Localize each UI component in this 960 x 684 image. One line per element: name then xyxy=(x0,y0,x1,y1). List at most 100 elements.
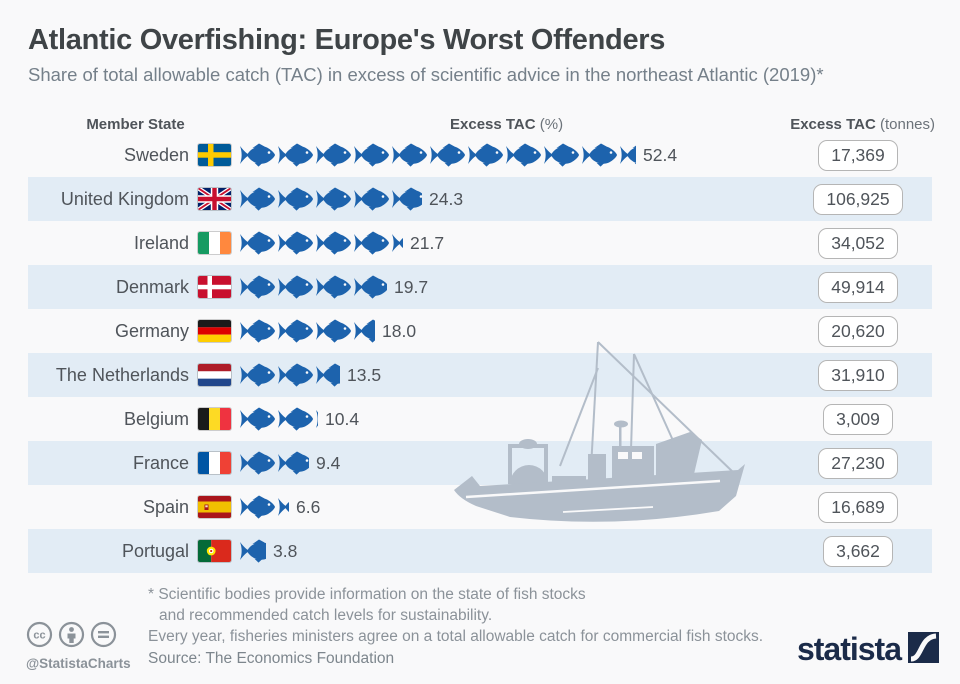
fish-icon xyxy=(239,231,275,255)
chart-rows: Sweden 52.4 17,369 United Kingdom 24.3 1… xyxy=(28,133,932,573)
country-label: France xyxy=(132,452,189,473)
fish-icon-partial xyxy=(277,451,309,475)
fish-bar: 13.5 xyxy=(239,353,798,397)
table-row: Portugal 3.8 3,662 xyxy=(28,529,932,573)
fish-icon xyxy=(315,319,351,343)
excess-tac-tonnes-value: 16,689 xyxy=(818,491,898,523)
flag-germany-icon xyxy=(198,320,231,342)
table-row: Germany 18.0 20,620 xyxy=(28,309,932,353)
tonnes-cell: 31,910 xyxy=(818,359,898,391)
excess-tac-pct-value: 3.8 xyxy=(273,540,298,561)
page-subtitle: Share of total allowable catch (TAC) in … xyxy=(28,64,824,85)
excess-tac-tonnes-value: 20,620 xyxy=(818,315,898,347)
tonnes-cell: 49,914 xyxy=(818,271,898,303)
header-member-state: Member State xyxy=(86,116,185,133)
flag-portugal-icon xyxy=(198,540,231,562)
cc-attribution-icon xyxy=(58,621,85,653)
statista-logo-icon xyxy=(908,631,939,668)
excess-tac-tonnes-value: 106,925 xyxy=(813,183,903,215)
table-row: Sweden 52.4 17,369 xyxy=(28,133,932,177)
header-excess-tac-pct: Excess TAC (%) xyxy=(450,116,564,133)
fish-icon xyxy=(353,143,389,167)
tonnes-cell: 3,662 xyxy=(823,535,893,567)
excess-tac-pct-value: 24.3 xyxy=(429,188,464,209)
excess-tac-pct-value: 52.4 xyxy=(643,144,678,165)
country-label: Belgium xyxy=(123,408,189,429)
excess-tac-pct-value: 10.4 xyxy=(325,408,360,429)
tonnes-cell: 106,925 xyxy=(813,183,903,215)
country-label: Ireland xyxy=(133,232,189,253)
fish-icon-partial xyxy=(315,363,340,387)
excess-tac-tonnes-value: 3,662 xyxy=(823,535,893,567)
excess-tac-tonnes-value: 17,369 xyxy=(818,139,898,171)
tonnes-cell: 17,369 xyxy=(818,139,898,171)
fish-bar: 6.6 xyxy=(239,485,798,529)
table-row: Denmark 19.7 49,914 xyxy=(28,265,932,309)
excess-tac-pct-value: 21.7 xyxy=(410,232,445,253)
header-excess-tac-tonnes: Excess TAC (tonnes) xyxy=(790,116,935,133)
fish-icon xyxy=(277,407,313,431)
excess-tac-pct-value: 9.4 xyxy=(316,452,341,473)
fish-icon-partial xyxy=(315,407,318,431)
fish-icon xyxy=(315,231,351,255)
table-row: United Kingdom 24.3 106,925 xyxy=(28,177,932,221)
fish-icon xyxy=(277,187,313,211)
excess-tac-tonnes-value: 34,052 xyxy=(818,227,898,259)
cc-no-derivatives-icon xyxy=(90,621,117,653)
fish-bar: 3.8 xyxy=(239,529,798,573)
fish-icon-partial xyxy=(353,319,375,343)
flag-denmark-icon xyxy=(198,276,231,298)
table-row: Ireland 21.7 34,052 xyxy=(28,221,932,265)
fish-bar: 21.7 xyxy=(239,221,798,265)
country-label: Denmark xyxy=(115,276,189,297)
creative-commons-block: cc @StatistaCharts xyxy=(26,621,146,671)
page-title: Atlantic Overfishing: Europe's Worst Off… xyxy=(28,24,666,56)
fish-icon xyxy=(277,363,313,387)
fish-icon xyxy=(277,275,313,299)
tonnes-cell: 34,052 xyxy=(818,227,898,259)
fish-icon xyxy=(391,143,427,167)
tonnes-cell: 20,620 xyxy=(818,315,898,347)
table-row: Belgium 10.4 3,009 xyxy=(28,397,932,441)
fish-icon xyxy=(239,275,275,299)
flag-uk-icon xyxy=(198,188,231,210)
fish-icon-partial xyxy=(353,275,387,299)
fish-icon xyxy=(315,143,351,167)
fish-icon xyxy=(315,275,351,299)
fish-icon-partial xyxy=(391,187,422,211)
fish-icon xyxy=(239,319,275,343)
fish-icon xyxy=(429,143,465,167)
fish-icon xyxy=(581,143,617,167)
flag-netherlands-icon xyxy=(198,364,231,386)
fish-icon xyxy=(543,143,579,167)
table-row: Spain 6.6 16,689 xyxy=(28,485,932,529)
fish-bar: 24.3 xyxy=(239,177,798,221)
fish-bar: 10.4 xyxy=(239,397,798,441)
cc-license-icon: cc xyxy=(26,621,53,653)
fish-icon-partial xyxy=(391,231,403,255)
excess-tac-pct-value: 18.0 xyxy=(382,320,417,341)
fish-icon-partial xyxy=(277,495,289,519)
footnote-line-1: * Scientific bodies provide information … xyxy=(148,586,586,603)
country-label: United Kingdom xyxy=(60,188,189,209)
flag-ireland-icon xyxy=(198,232,231,254)
fish-icon xyxy=(239,451,275,475)
fish-icon-partial xyxy=(239,539,266,563)
flag-sweden-icon xyxy=(198,144,231,166)
country-label: Germany xyxy=(114,320,189,341)
fish-bar: 18.0 xyxy=(239,309,798,353)
source-text: Source: The Economics Foundation xyxy=(148,650,395,667)
excess-tac-tonnes-value: 27,230 xyxy=(818,447,898,479)
footnote: * Scientific bodies provide information … xyxy=(148,584,763,647)
table-row: France 9.4 27,230 xyxy=(28,441,932,485)
fish-icon-partial xyxy=(619,143,636,167)
tonnes-cell: 3,009 xyxy=(823,403,893,435)
excess-tac-tonnes-value: 31,910 xyxy=(818,359,898,391)
fish-icon xyxy=(505,143,541,167)
statista-logo-text: statista xyxy=(796,631,902,667)
footnote-line-2: and recommended catch levels for sustain… xyxy=(159,607,493,624)
excess-tac-pct-value: 19.7 xyxy=(394,276,429,297)
fishing-boat-illustration xyxy=(448,338,748,553)
statista-charts-handle: @StatistaCharts xyxy=(26,656,131,671)
excess-tac-tonnes-value: 49,914 xyxy=(818,271,898,303)
